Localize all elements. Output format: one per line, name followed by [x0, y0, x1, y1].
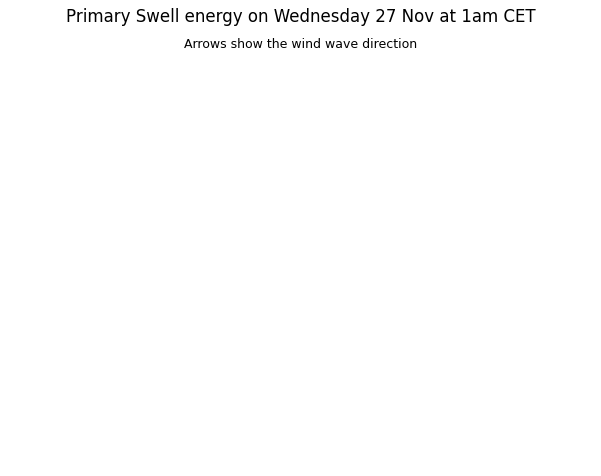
Text: cartopy required: cartopy required	[219, 259, 382, 278]
Text: Primary Swell energy on Wednesday 27 Nov at 1am CET: Primary Swell energy on Wednesday 27 Nov…	[66, 8, 535, 26]
Text: Arrows show the wind wave direction: Arrows show the wind wave direction	[184, 38, 417, 51]
